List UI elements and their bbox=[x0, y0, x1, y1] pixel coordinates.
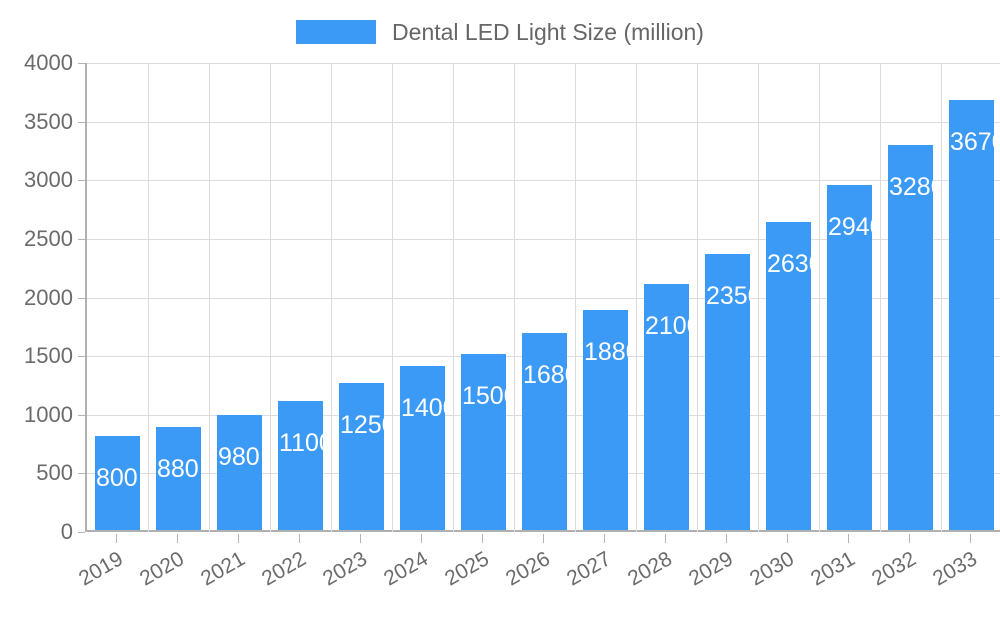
y-axis-tick-mark bbox=[78, 63, 85, 64]
gridline-vertical bbox=[331, 63, 332, 532]
gridline-horizontal bbox=[87, 122, 1000, 123]
legend-label: Dental LED Light Size (million) bbox=[392, 18, 704, 45]
bar[interactable]: 2350 bbox=[705, 254, 750, 530]
gridline-vertical bbox=[819, 63, 820, 532]
bar-value-label: 1100 bbox=[279, 429, 323, 457]
bar-value-label: 1400 bbox=[401, 394, 445, 422]
bar[interactable]: 2100 bbox=[644, 284, 689, 530]
bar-value-label: 800 bbox=[96, 464, 138, 492]
bar[interactable]: 800 bbox=[95, 436, 140, 530]
gridline-vertical bbox=[941, 63, 942, 532]
gridline-vertical bbox=[209, 63, 210, 532]
y-axis-tick-label: 1500 bbox=[24, 343, 73, 369]
y-axis-tick-mark bbox=[78, 239, 85, 240]
y-axis-tick-label: 2000 bbox=[24, 284, 73, 310]
gridline-vertical bbox=[453, 63, 454, 532]
gridline-vertical bbox=[636, 63, 637, 532]
y-axis-tick-mark bbox=[78, 180, 85, 181]
bar-value-label: 2940 bbox=[828, 213, 872, 241]
x-axis-tick-mark bbox=[482, 534, 483, 543]
x-axis-tick-mark bbox=[116, 534, 117, 543]
x-axis-tick-mark bbox=[970, 534, 971, 543]
x-axis-tick-mark bbox=[787, 534, 788, 543]
x-axis-tick-mark bbox=[665, 534, 666, 543]
x-axis-tick-mark bbox=[604, 534, 605, 543]
gridline-vertical bbox=[514, 63, 515, 532]
y-axis-tick-mark bbox=[78, 356, 85, 357]
bar[interactable]: 980 bbox=[217, 415, 262, 530]
legend-color-swatch bbox=[296, 20, 377, 44]
bar-chart: Dental LED Light Size (million) 0 500 1000… bbox=[0, 14, 1000, 591]
x-axis-tick-mark bbox=[543, 534, 544, 543]
y-axis-tick-label: 500 bbox=[36, 460, 73, 486]
gridline-horizontal bbox=[87, 180, 1000, 181]
plot-area: 800 880 980 1100 1250 1400 1500 1680 1880 2100 235… bbox=[85, 63, 1000, 532]
y-axis-tick-label: 1000 bbox=[24, 401, 73, 427]
bar[interactable]: 1880 bbox=[583, 310, 628, 530]
y-axis-tick-mark bbox=[78, 298, 85, 299]
bar[interactable]: 880 bbox=[156, 427, 201, 530]
bar[interactable]: 1400 bbox=[400, 366, 445, 530]
bar[interactable]: 3280 bbox=[888, 145, 933, 530]
bar-value-label: 3670 bbox=[950, 128, 994, 156]
y-axis-tick-label: 4000 bbox=[24, 50, 73, 75]
y-axis-tick-mark bbox=[78, 122, 85, 123]
gridline-vertical bbox=[392, 63, 393, 532]
bar-value-label: 880 bbox=[157, 455, 199, 483]
x-axis-tick-mark bbox=[421, 534, 422, 543]
bar-value-label: 1250 bbox=[340, 411, 384, 439]
y-axis-tick-mark bbox=[78, 415, 85, 416]
bar-value-label: 980 bbox=[218, 443, 260, 471]
y-axis-tick-mark bbox=[78, 532, 85, 533]
chart-legend: Dental LED Light Size (million) bbox=[0, 14, 1000, 50]
gridline-horizontal bbox=[87, 239, 1000, 240]
x-axis-tick-mark bbox=[726, 534, 727, 543]
bar-value-label: 2100 bbox=[645, 312, 689, 340]
gridline-vertical bbox=[575, 63, 576, 532]
bar[interactable]: 2940 bbox=[827, 185, 872, 530]
bar-value-label: 1680 bbox=[523, 361, 567, 389]
gridline-horizontal bbox=[87, 298, 1000, 299]
gridline-vertical bbox=[880, 63, 881, 532]
bar[interactable]: 2630 bbox=[766, 222, 811, 530]
gridline-vertical bbox=[697, 63, 698, 532]
y-axis-tick-label: 2500 bbox=[24, 225, 73, 251]
bar-value-label: 1880 bbox=[584, 338, 628, 366]
bar[interactable]: 1500 bbox=[461, 354, 506, 530]
y-axis-tick-label: 0 bbox=[60, 519, 73, 544]
x-axis-tick-mark bbox=[848, 534, 849, 543]
x-axis-tick-mark bbox=[177, 534, 178, 543]
bar-value-label: 3280 bbox=[889, 173, 933, 201]
x-axis-tick-mark bbox=[360, 534, 361, 543]
x-axis-tick-mark bbox=[299, 534, 300, 543]
y-axis-tick-mark bbox=[78, 473, 85, 474]
y-axis-tick-label: 3500 bbox=[24, 108, 73, 134]
bar[interactable]: 1100 bbox=[278, 401, 323, 530]
gridline-vertical bbox=[758, 63, 759, 532]
bar[interactable]: 3670 bbox=[949, 100, 994, 530]
bar-value-label: 1500 bbox=[462, 382, 506, 410]
bar-value-label: 2630 bbox=[767, 250, 811, 278]
y-axis-tick-label: 3000 bbox=[24, 167, 73, 193]
bar-value-label: 2350 bbox=[706, 282, 750, 310]
x-axis-tick-mark bbox=[238, 534, 239, 543]
gridline-horizontal bbox=[87, 63, 1000, 64]
gridline-vertical bbox=[270, 63, 271, 532]
gridline-vertical bbox=[148, 63, 149, 532]
x-axis-tick-mark bbox=[909, 534, 910, 543]
bar[interactable]: 1250 bbox=[339, 383, 384, 530]
bar[interactable]: 1680 bbox=[522, 333, 567, 530]
